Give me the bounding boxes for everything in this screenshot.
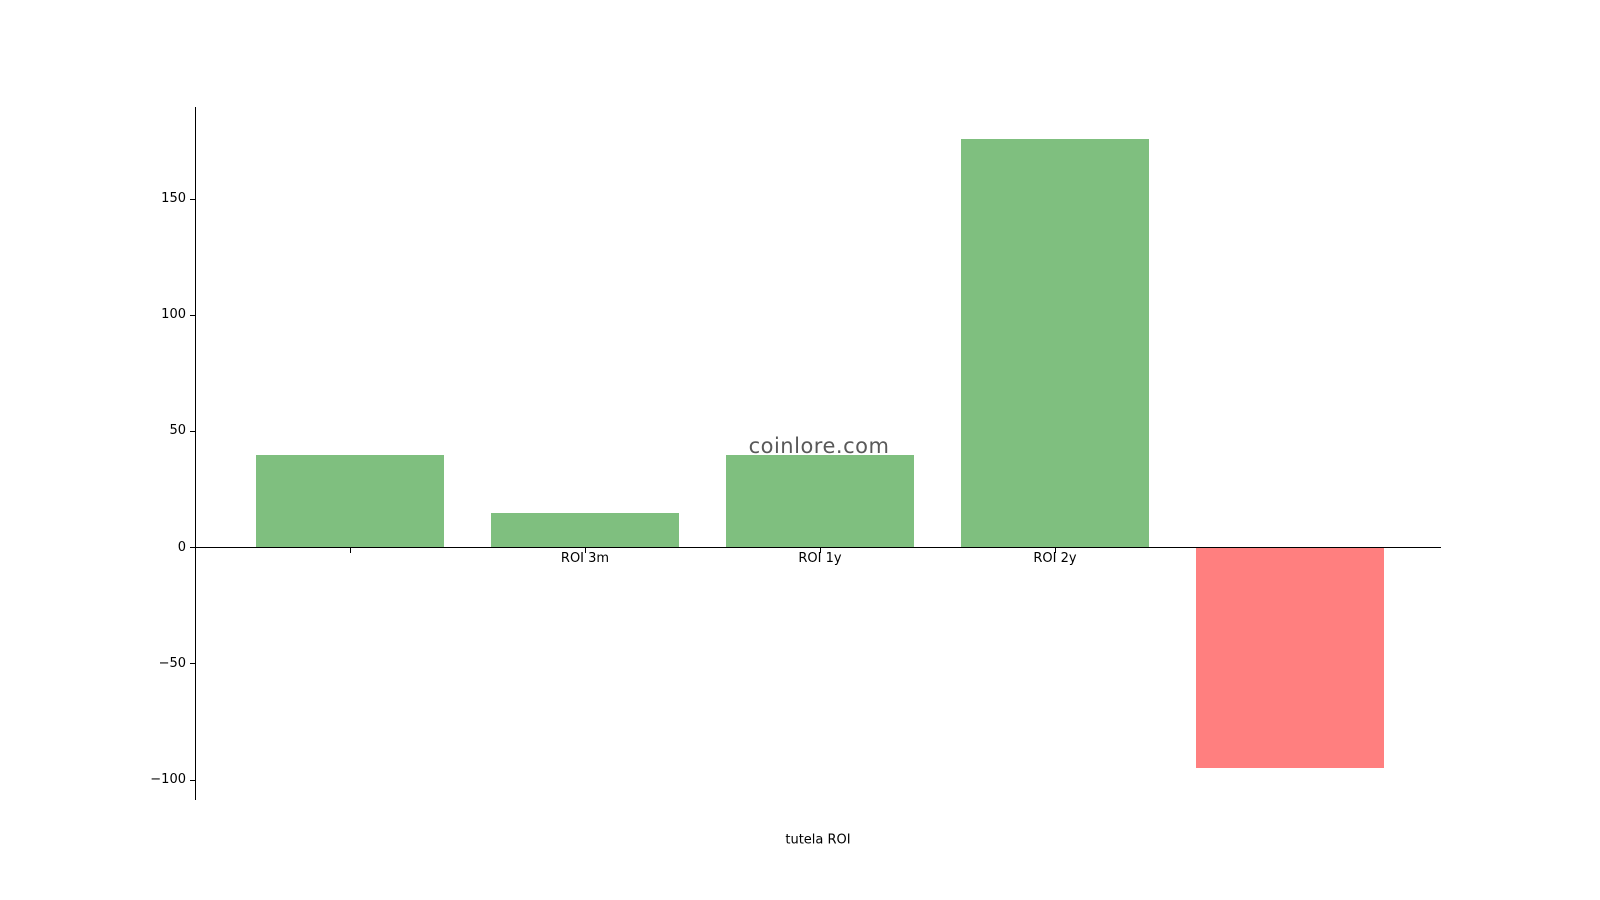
- y-tick-mark: [190, 198, 195, 200]
- x-tick-label-roi-1y: ROI 1y: [798, 551, 842, 567]
- y-tick-label: 0: [177, 539, 186, 555]
- bar-roi-1y: [726, 454, 914, 548]
- y-axis-spine: [195, 107, 196, 800]
- y-tick-mark: [190, 430, 195, 432]
- y-tick-mark: [190, 547, 195, 549]
- watermark-text: coinlore.com: [748, 434, 890, 458]
- x-axis-title: tutela ROI: [785, 832, 851, 848]
- x-tick-mark: [584, 547, 586, 553]
- y-tick-label: 150: [161, 191, 186, 207]
- x-tick-label-roi-2y: ROI 2y: [1033, 551, 1077, 567]
- x-tick-mark: [1054, 547, 1056, 553]
- x-tick-mark: [819, 547, 821, 553]
- x-tick-mark: [349, 547, 351, 553]
- bar-unlabeled-0: [256, 454, 444, 548]
- y-tick-label: −100: [150, 772, 186, 787]
- x-tick-label-roi-3m: ROI 3m: [560, 551, 610, 567]
- bar-roi-2y: [961, 138, 1149, 548]
- bar-unlabeled-4: [1196, 547, 1384, 769]
- y-tick-mark: [190, 663, 195, 665]
- x-axis-zero-line: [195, 547, 1441, 549]
- y-tick-label: −50: [158, 655, 186, 671]
- y-tick-label: 50: [169, 423, 186, 439]
- bar-roi-3m: [491, 512, 679, 548]
- y-tick-mark: [190, 779, 195, 781]
- y-tick-label: 100: [161, 307, 186, 323]
- y-tick-mark: [190, 314, 195, 316]
